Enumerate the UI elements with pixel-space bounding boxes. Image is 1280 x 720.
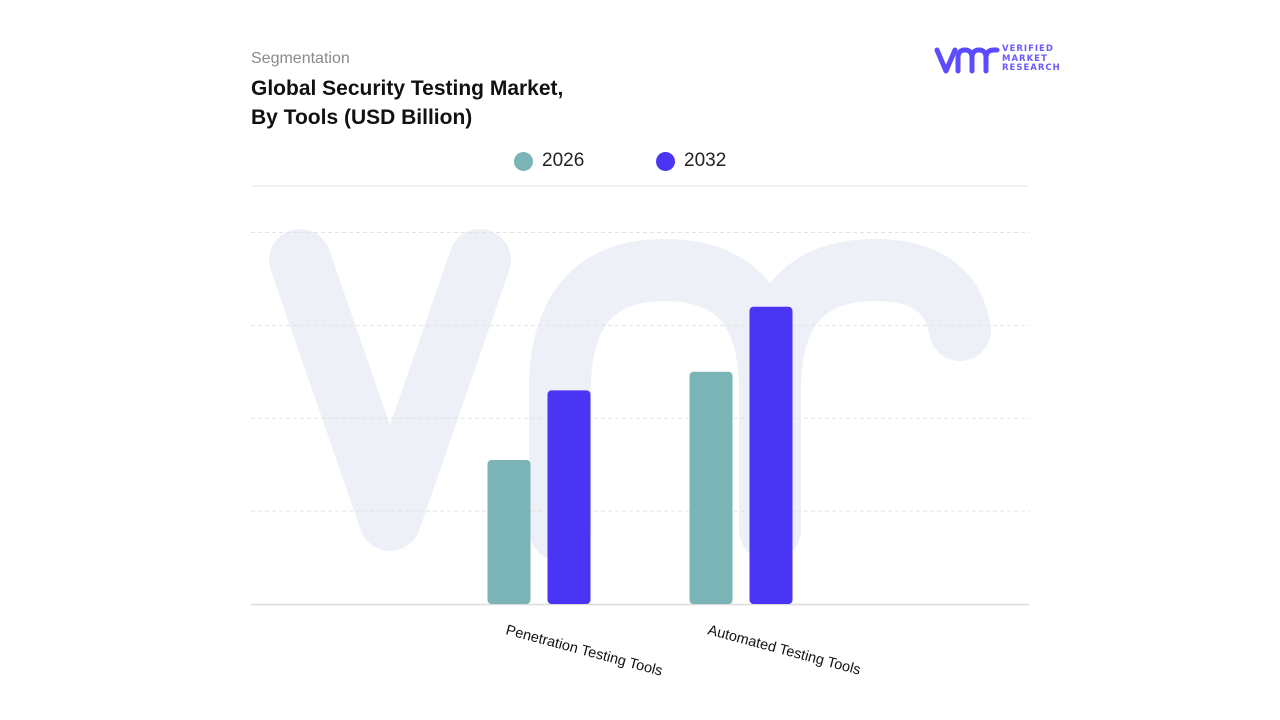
logo-line-1: VERIFIED [1002,44,1054,54]
legend-swatch-2032 [656,151,675,171]
logo-line-2: MARKET [1002,53,1048,64]
chart-title-line-2: By Tools (USD Billion) [251,106,473,129]
x-axis-labels: Penetration Testing Tools Automated Testi… [504,622,862,679]
section-eyebrow: Segmentation [251,50,350,67]
legend-label-2032: 2032 [684,150,727,171]
vmr-logo: VERIFIED MARKET RESEARCH [934,44,1064,76]
x-tick-label: Automated Testing Tools [706,622,862,678]
x-tick-label: Penetration Testing Tools [504,622,664,679]
vmr-logo-icon [934,47,1000,74]
chart-title: Global Security Testing Market, By Tools… [251,74,671,132]
bar-2032-0 [547,390,591,604]
bar-2026-1 [689,371,733,604]
vmr-watermark-icon [269,229,991,561]
gridlines [251,185,1029,606]
bar-2032-1 [749,306,793,604]
bar-2026-0 [487,460,531,604]
chart-legend: 2026 2032 [0,147,1280,175]
legend-item-2032: 2032 [656,147,726,175]
legend-item-2026: 2026 [514,147,584,175]
legend-label-2026: 2026 [542,150,585,171]
chart-title-line-1: Global Security Testing Market, [251,77,564,100]
logo-line-3: RESEARCH [1002,63,1061,73]
vmr-watermark-shape [269,229,991,561]
vmr-logo-text: VERIFIED MARKET RESEARCH [1002,44,1061,74]
legend-swatch-2026 [514,151,533,171]
bars [487,306,793,604]
